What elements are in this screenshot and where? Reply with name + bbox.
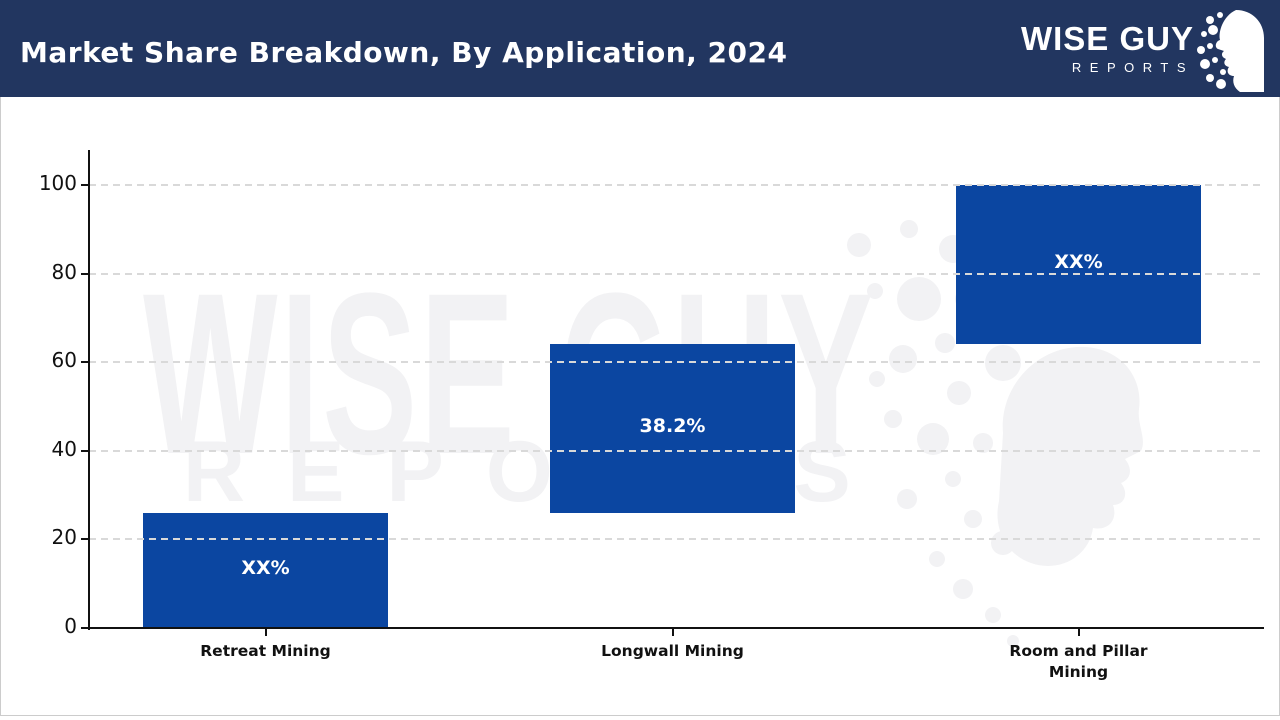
y-tick-label-60: 60 <box>51 348 77 373</box>
wise-guy-reports-logo: WISE GUY REPORTS <box>1016 6 1266 92</box>
y-tick-label-100: 100 <box>38 171 77 195</box>
y-tick-label-20: 20 <box>51 525 77 550</box>
x-category-label-2: Room and Pillar Mining <box>1009 642 1148 681</box>
logo-subtitle: REPORTS <box>1071 59 1194 75</box>
page-title: Market Share Breakdown, By Application, … <box>20 36 788 69</box>
gridline-60 <box>89 361 1263 364</box>
header-bar: Market Share Breakdown, By Application, … <box>0 0 1280 97</box>
gridline-80 <box>89 272 1263 275</box>
bar-value-label-2: XX% <box>1054 251 1103 274</box>
x-tick-2 <box>1077 629 1080 636</box>
logo-text: WISE GUY REPORTS <box>1020 20 1194 75</box>
bar-value-label-0: XX% <box>241 557 290 580</box>
y-tick-label-40: 40 <box>51 436 77 461</box>
gridline-20 <box>89 538 1263 541</box>
chart-area: WISE GUY REPORTS <box>0 97 1280 716</box>
y-axis-line <box>88 150 90 630</box>
bar-value-label-1: 38.2% <box>639 415 706 438</box>
face-profile-icon <box>1197 10 1264 92</box>
y-tick-label-80: 80 <box>51 259 77 284</box>
x-tick-0 <box>264 629 267 636</box>
bar-2 <box>956 185 1201 344</box>
x-category-label-1: Longwall Mining <box>601 642 744 660</box>
x-category-label-0: Retreat Mining <box>200 642 331 660</box>
y-tick-40 <box>81 449 89 452</box>
y-tick-80 <box>81 272 89 275</box>
y-tick-label-0: 0 <box>64 614 77 638</box>
bar-0 <box>143 512 388 628</box>
y-tick-100 <box>81 184 89 186</box>
logo-wordmark: WISE GUY <box>1020 20 1194 57</box>
gridline-40 <box>89 449 1263 452</box>
bar-1 <box>550 343 795 513</box>
x-axis-line <box>88 627 1264 629</box>
y-tick-0 <box>81 627 89 629</box>
gridline-100 <box>89 184 1263 186</box>
y-tick-60 <box>81 361 89 364</box>
x-tick-1 <box>671 629 674 636</box>
y-tick-20 <box>81 538 89 541</box>
